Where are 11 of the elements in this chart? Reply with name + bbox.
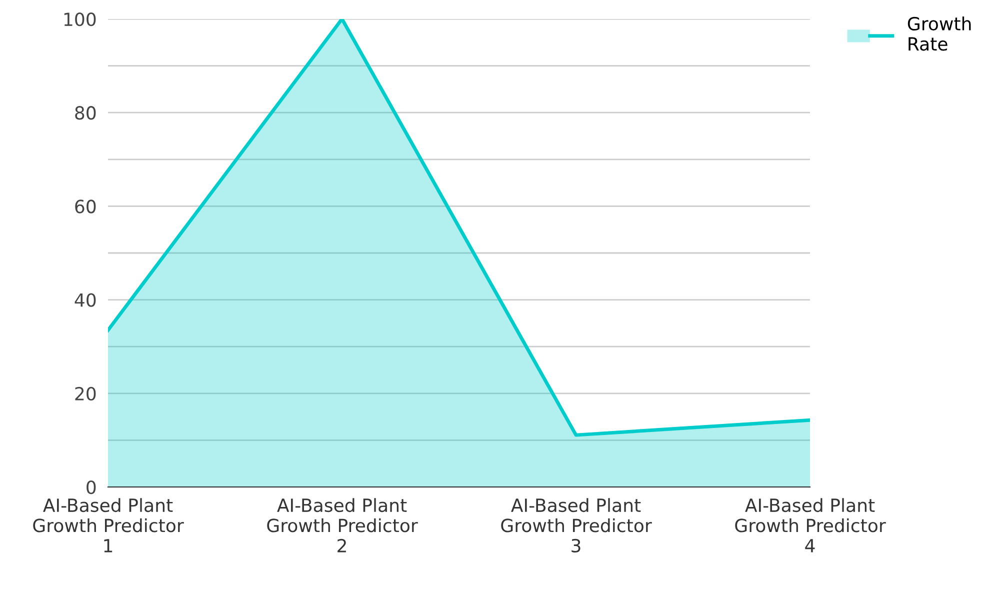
y-tick-label: 0	[86, 480, 96, 494]
y-tick-label: 80	[75, 106, 96, 120]
y-tick-label: 40	[74, 293, 96, 307]
y-tick-label: 60	[75, 200, 96, 214]
x-tick-label: AI-Based Plant Growth Predictor 1	[33, 498, 184, 552]
y-tick-label: 100	[64, 12, 96, 26]
x-tick-label: AI-Based Plant Growth Predictor 4	[735, 498, 886, 552]
x-tick-label: AI-Based Plant Growth Predictor 2	[267, 498, 418, 552]
y-tick-label: 20	[75, 386, 96, 401]
x-tick-label: AI-Based Plant Growth Predictor 3	[501, 498, 652, 553]
legend-label: Growth Rate	[908, 16, 971, 51]
